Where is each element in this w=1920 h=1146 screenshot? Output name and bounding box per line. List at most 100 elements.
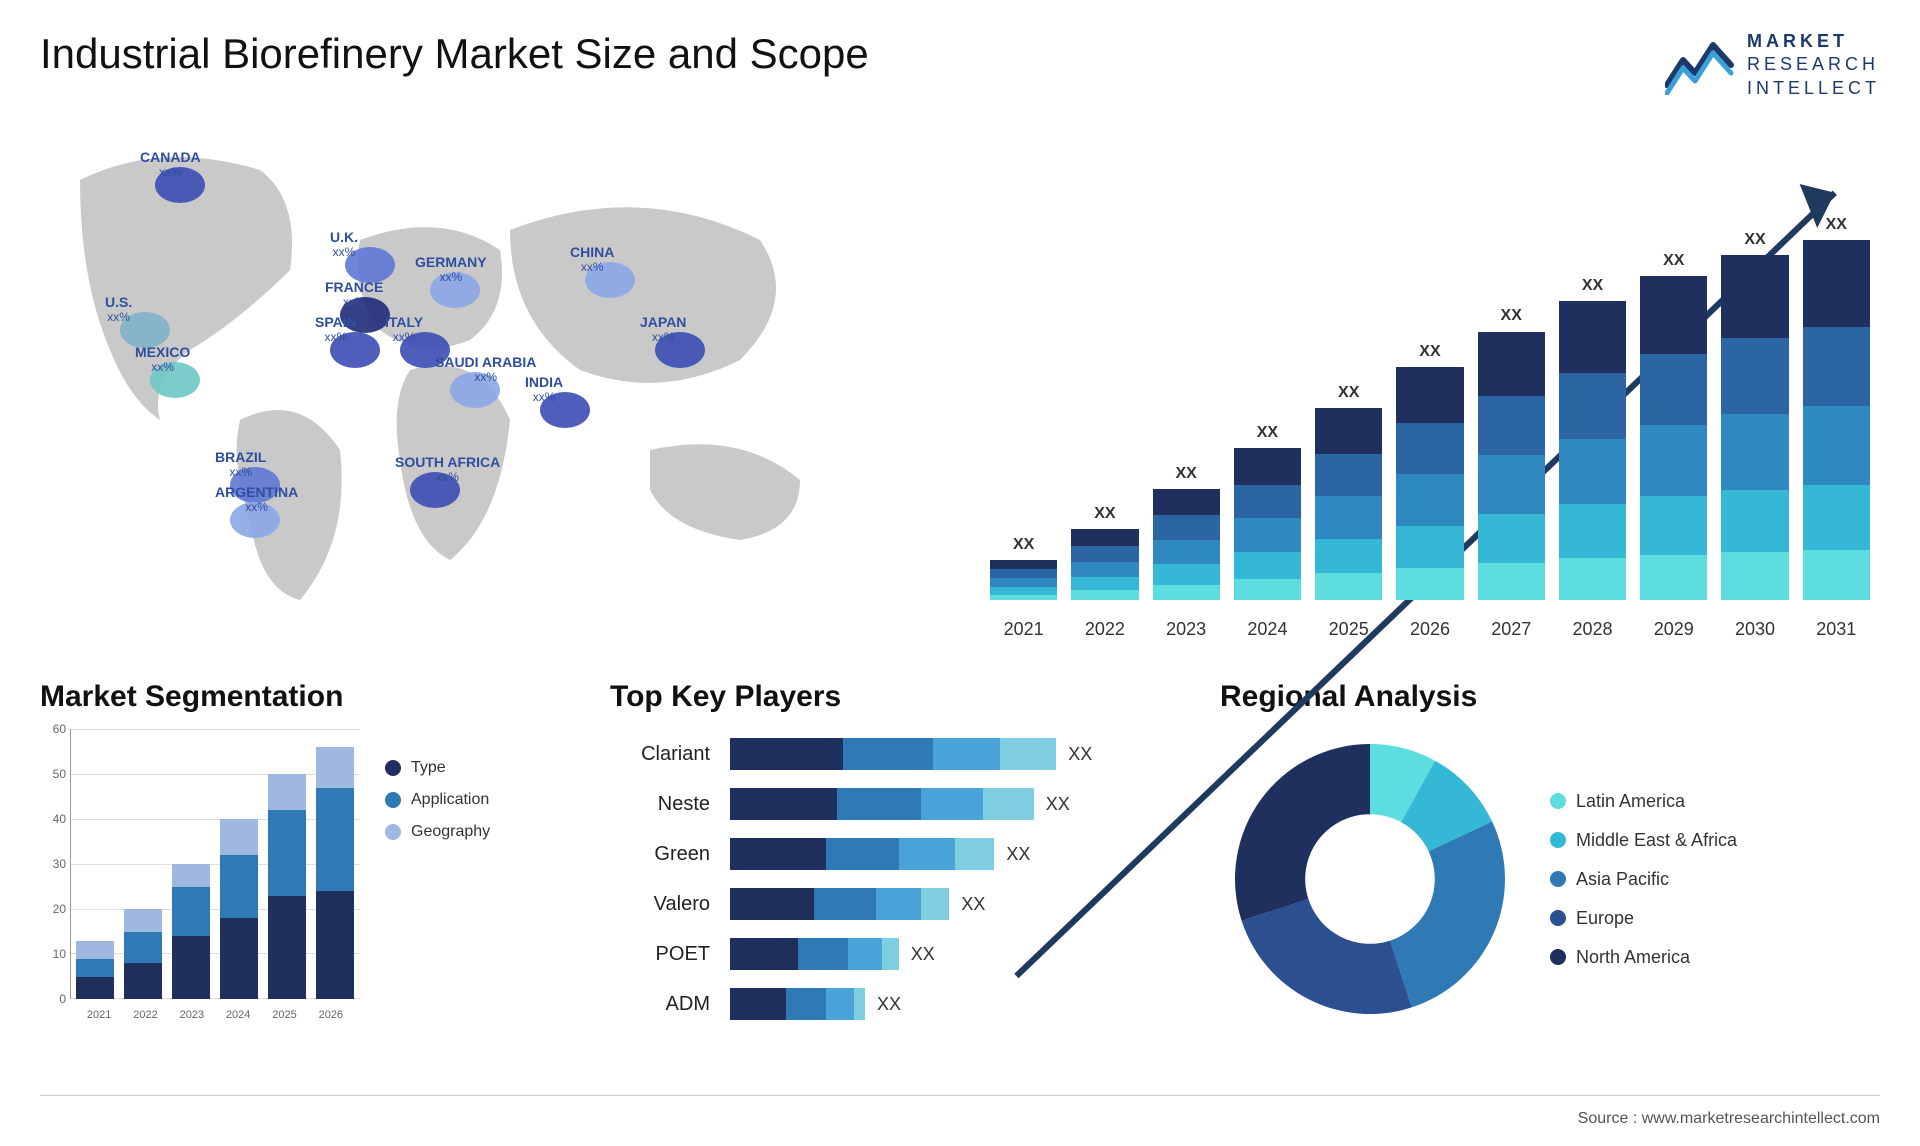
player-bar-value: XX xyxy=(1068,744,1092,765)
seg-xtick: 2025 xyxy=(272,1009,296,1021)
legend-item: Middle East & Africa xyxy=(1550,830,1737,851)
seg-ytick: 0 xyxy=(40,992,66,1006)
player-bar-value: XX xyxy=(1006,844,1030,865)
player-bar: XX xyxy=(730,888,1170,920)
growth-xtick: 2030 xyxy=(1721,619,1788,640)
world-map-panel: CANADAxx% U.S.xx%MEXICOxx% BRAZILxx% ARGENT… xyxy=(40,120,940,640)
growth-bar-label: XX xyxy=(1582,277,1603,295)
players-title: Top Key Players xyxy=(610,680,1170,714)
growth-bar-label: XX xyxy=(1826,216,1847,234)
growth-xtick: 2022 xyxy=(1071,619,1138,640)
country-label: SPAINxx% xyxy=(315,315,357,344)
country-label: MEXICOxx% xyxy=(135,345,190,374)
seg-ytick: 60 xyxy=(40,722,66,736)
growth-chart: XXXXXXXXXXXXXXXXXXXXXX 20212022202320242… xyxy=(980,120,1880,640)
logo-line2: RESEARCH xyxy=(1747,53,1880,76)
seg-xtick: 2022 xyxy=(133,1009,157,1021)
player-name: Neste xyxy=(610,793,710,816)
players-chart: XX XX XX XX XX XX xyxy=(730,729,1170,1029)
growth-bar xyxy=(1234,448,1301,600)
growth-xtick: 2024 xyxy=(1234,619,1301,640)
legend-item: Geography xyxy=(385,823,490,841)
seg-ytick: 40 xyxy=(40,812,66,826)
player-bar: XX xyxy=(730,738,1170,770)
seg-xtick: 2023 xyxy=(180,1009,204,1021)
segmentation-panel: Market Segmentation 0 10 20 30 40 50 60 2021 20… xyxy=(40,680,560,1029)
legend-item: Latin America xyxy=(1550,791,1737,812)
country-label: GERMANYxx% xyxy=(415,255,487,284)
growth-bar xyxy=(1721,255,1788,600)
country-label: ARGENTINAxx% xyxy=(215,485,298,514)
growth-xtick: 2028 xyxy=(1559,619,1626,640)
regional-legend: Latin AmericaMiddle East & AfricaAsia Pa… xyxy=(1550,791,1737,968)
seg-ytick: 20 xyxy=(40,902,66,916)
growth-xtick: 2025 xyxy=(1315,619,1382,640)
brand-logo: MARKET RESEARCH INTELLECT xyxy=(1665,30,1880,100)
country-label: BRAZILxx% xyxy=(215,450,266,479)
donut-segment xyxy=(1242,899,1412,1014)
source-text: Source : www.marketresearchintellect.com xyxy=(1578,1110,1880,1128)
seg-bar xyxy=(124,909,162,999)
regional-panel: Regional Analysis Latin AmericaMiddle Ea… xyxy=(1220,680,1880,1029)
growth-bar xyxy=(1640,276,1707,600)
logo-mark-icon xyxy=(1665,35,1735,95)
logo-line3: INTELLECT xyxy=(1747,77,1880,100)
segmentation-chart: 0102030405060 202120222023202420252026 xyxy=(40,729,360,1029)
country-label: U.S.xx% xyxy=(105,295,132,324)
country-label: CANADAxx% xyxy=(140,150,201,179)
growth-bar-label: XX xyxy=(1501,307,1522,325)
player-name: Valero xyxy=(610,893,710,916)
logo-line1: MARKET xyxy=(1747,30,1880,53)
growth-bar-label: XX xyxy=(1013,536,1034,554)
growth-bar-label: XX xyxy=(1257,424,1278,442)
country-label: CHINAxx% xyxy=(570,245,614,274)
growth-xtick: 2027 xyxy=(1478,619,1545,640)
growth-xtick: 2026 xyxy=(1396,619,1463,640)
country-label: U.K.xx% xyxy=(330,230,358,259)
country-label: SAUDI ARABIAxx% xyxy=(435,355,536,384)
growth-xtick: 2021 xyxy=(990,619,1057,640)
seg-xtick: 2021 xyxy=(87,1009,111,1021)
growth-bar xyxy=(1478,332,1545,601)
legend-item: North America xyxy=(1550,947,1737,968)
country-label: INDIAxx% xyxy=(525,375,563,404)
player-bar: XX xyxy=(730,838,1170,870)
player-bar: XX xyxy=(730,938,1170,970)
growth-bar-label: XX xyxy=(1175,465,1196,483)
country-label: JAPANxx% xyxy=(640,315,686,344)
growth-bar xyxy=(990,560,1057,601)
seg-ytick: 50 xyxy=(40,767,66,781)
seg-bar xyxy=(76,941,114,1000)
growth-bar xyxy=(1559,301,1626,600)
growth-bar-label: XX xyxy=(1419,343,1440,361)
player-bar-value: XX xyxy=(911,944,935,965)
growth-bar-label: XX xyxy=(1744,231,1765,249)
growth-bar-label: XX xyxy=(1338,384,1359,402)
growth-xtick: 2023 xyxy=(1153,619,1220,640)
seg-xtick: 2024 xyxy=(226,1009,250,1021)
growth-xtick: 2031 xyxy=(1803,619,1870,640)
growth-bar xyxy=(1315,408,1382,601)
seg-bar xyxy=(172,864,210,999)
growth-bar xyxy=(1396,367,1463,600)
country-label: ITALYxx% xyxy=(385,315,423,344)
player-name: ADM xyxy=(610,993,710,1016)
player-bar-value: XX xyxy=(877,994,901,1015)
player-bar-value: XX xyxy=(961,894,985,915)
footer-divider xyxy=(40,1095,1880,1096)
donut-segment xyxy=(1235,744,1370,921)
segmentation-title: Market Segmentation xyxy=(40,680,560,714)
legend-item: Europe xyxy=(1550,908,1737,929)
country-label: FRANCExx% xyxy=(325,280,383,309)
growth-bar-label: XX xyxy=(1663,252,1684,270)
legend-item: Type xyxy=(385,759,490,777)
regional-donut-chart xyxy=(1220,729,1520,1029)
growth-bar xyxy=(1803,240,1870,600)
players-panel: Top Key Players ClariantNesteGreenValero… xyxy=(610,680,1170,1029)
growth-xtick: 2029 xyxy=(1640,619,1707,640)
seg-ytick: 10 xyxy=(40,947,66,961)
seg-ytick: 30 xyxy=(40,857,66,871)
player-name: Green xyxy=(610,843,710,866)
seg-xtick: 2026 xyxy=(319,1009,343,1021)
player-bar-value: XX xyxy=(1046,794,1070,815)
